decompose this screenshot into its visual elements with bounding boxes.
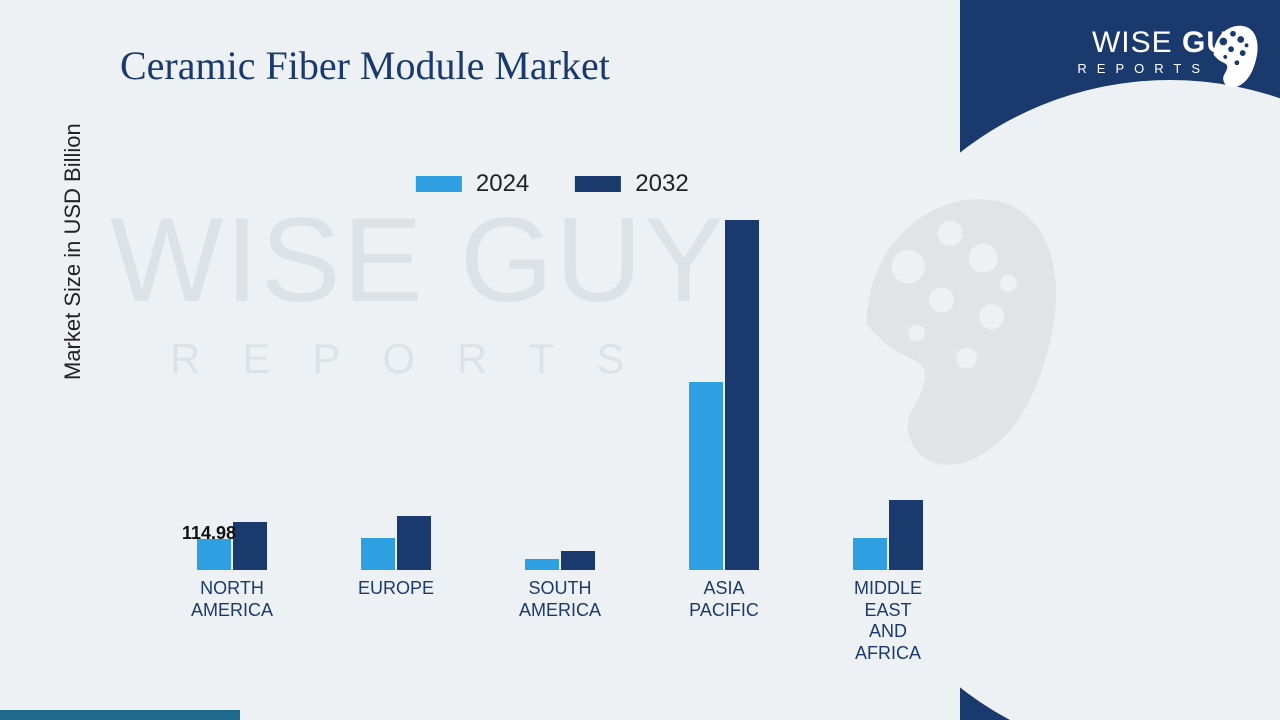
bar-group — [361, 516, 431, 570]
bar-group — [853, 500, 923, 570]
bar-group — [689, 220, 759, 570]
brand-word-1: WISE — [1092, 26, 1173, 59]
page: Ceramic Fiber Module Market WISE GUY REP… — [0, 0, 1280, 720]
x-category-label: ASIAPACIFIC — [642, 578, 806, 664]
bar-2024 — [361, 538, 395, 570]
brand-subtitle: REPORTS — [1077, 62, 1210, 75]
chart-plot: 114.98 — [150, 220, 970, 570]
x-category-label: NORTHAMERICA — [150, 578, 314, 664]
legend-item-2024: 2024 — [416, 170, 529, 198]
bar-2032 — [889, 500, 923, 570]
y-axis-label: Market Size in USD Billion — [60, 123, 86, 380]
x-category-label: MIDDLEEASTANDAFRICA — [806, 578, 970, 664]
bar-2032 — [233, 522, 267, 570]
bar-2024 — [853, 538, 887, 570]
legend-swatch-2024 — [416, 176, 462, 192]
chart-area: Market Size in USD Billion 2024 2032 114… — [60, 160, 990, 660]
bar-2032 — [561, 551, 595, 570]
bar-2024 — [525, 559, 559, 570]
x-axis-categories: NORTHAMERICAEUROPESOUTHAMERICAASIAPACIFI… — [150, 578, 970, 664]
legend-item-2032: 2032 — [575, 170, 688, 198]
bar-2024 — [689, 382, 723, 570]
chart-legend: 2024 2032 — [416, 170, 689, 198]
legend-label-2032: 2032 — [635, 170, 688, 198]
legend-swatch-2032 — [575, 176, 621, 192]
bar-2032 — [397, 516, 431, 570]
bar-group — [525, 551, 595, 570]
x-category-label: SOUTHAMERICA — [478, 578, 642, 664]
legend-label-2024: 2024 — [476, 170, 529, 198]
bottom-accent-bar — [0, 710, 240, 720]
bar-value-label: 114.98 — [182, 523, 236, 544]
brand-head-icon — [1204, 20, 1262, 90]
bar-2032 — [725, 220, 759, 570]
chart-title: Ceramic Fiber Module Market — [120, 42, 610, 89]
x-category-label: EUROPE — [314, 578, 478, 664]
